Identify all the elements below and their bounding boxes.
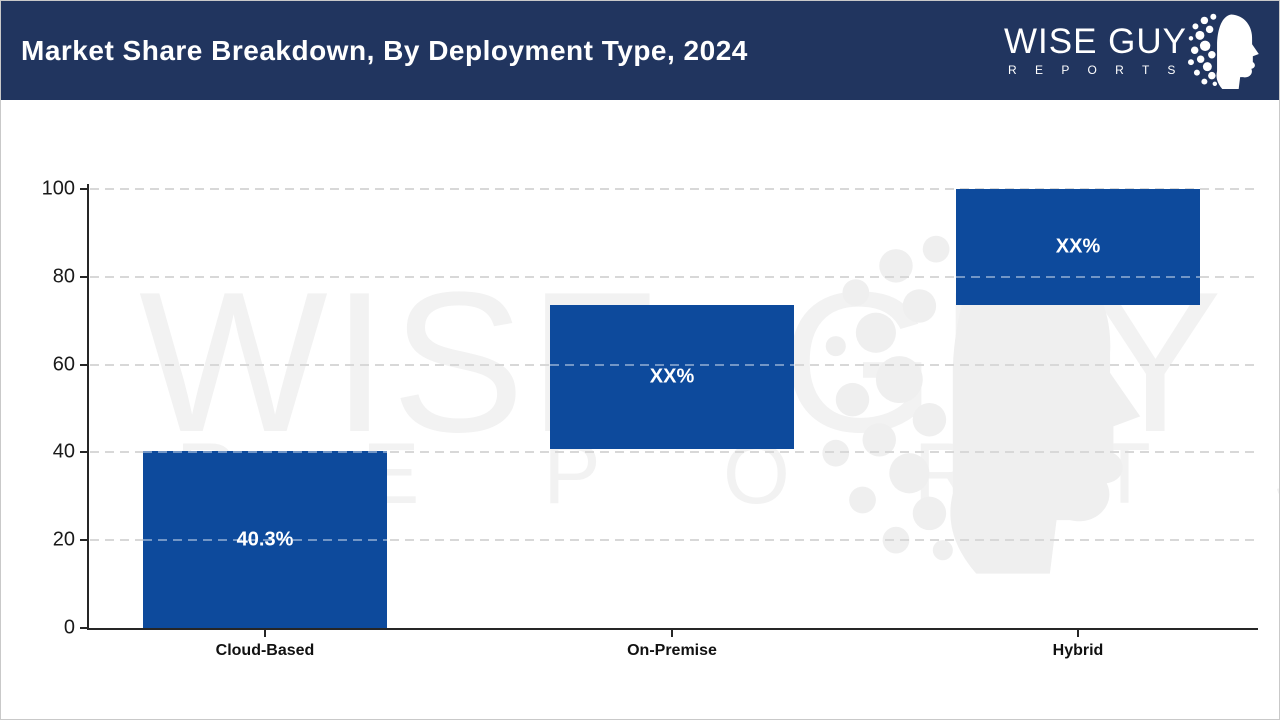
bar-gridline-Cloud-Based-20 <box>143 539 387 542</box>
y-tick-40 <box>80 451 87 454</box>
x-category-label-On-Premise: On-Premise <box>627 642 717 659</box>
y-tick-label-100: 100 <box>41 177 75 200</box>
x-tick-Cloud-Based <box>264 630 266 637</box>
x-tick-On-Premise <box>671 630 673 637</box>
gridline-100 <box>90 188 1258 190</box>
bar-value-label: 40.3% <box>236 528 294 551</box>
bar-value-label: XX% <box>649 365 695 388</box>
wiseguy-head-icon <box>1187 13 1259 90</box>
x-category-label-Hybrid: Hybrid <box>1052 642 1104 659</box>
x-tick-Hybrid <box>1077 630 1079 637</box>
bar-value-label: XX% <box>1055 235 1101 258</box>
y-tick-0 <box>80 627 87 629</box>
logo-reports-text: R E P O R T S <box>1008 63 1183 77</box>
x-axis-line <box>87 628 1258 630</box>
y-tick-label-20: 20 <box>52 528 75 551</box>
bar-gridline-Cloud-Based-40 <box>143 451 387 454</box>
y-tick-label-40: 40 <box>52 440 75 463</box>
wiseguy-logo: WISE GUY R E P O R T S <box>1004 6 1269 94</box>
y-tick-20 <box>80 539 87 542</box>
logo-wordmark: WISE GUY R E P O R T S <box>1003 22 1187 78</box>
bar-gridline-On-Premise-60 <box>550 363 794 366</box>
logo-wiseguy-text: WISE GUY <box>1003 22 1187 61</box>
bar-On-Premise <box>550 305 794 449</box>
y-axis-line <box>87 184 89 630</box>
bar-Hybrid <box>956 189 1200 306</box>
y-tick-label-0: 0 <box>63 616 75 639</box>
gridline-40 <box>90 451 1258 454</box>
bar-gridline-Hybrid-80 <box>956 275 1200 278</box>
y-tick-60 <box>80 363 87 366</box>
y-tick-80 <box>80 275 87 278</box>
gridline-80 <box>90 275 1258 278</box>
page-title: Market Share Breakdown, By Deployment Ty… <box>21 34 748 66</box>
y-tick-label-60: 60 <box>52 353 75 376</box>
gridline-20 <box>90 539 1258 542</box>
bar-Cloud-Based <box>143 451 387 628</box>
x-category-label-Cloud-Based: Cloud-Based <box>215 642 315 659</box>
header-bar: Market Share Breakdown, By Deployment Ty… <box>1 1 1279 100</box>
y-tick-label-80: 80 <box>52 265 75 288</box>
y-tick-100 <box>80 188 87 190</box>
